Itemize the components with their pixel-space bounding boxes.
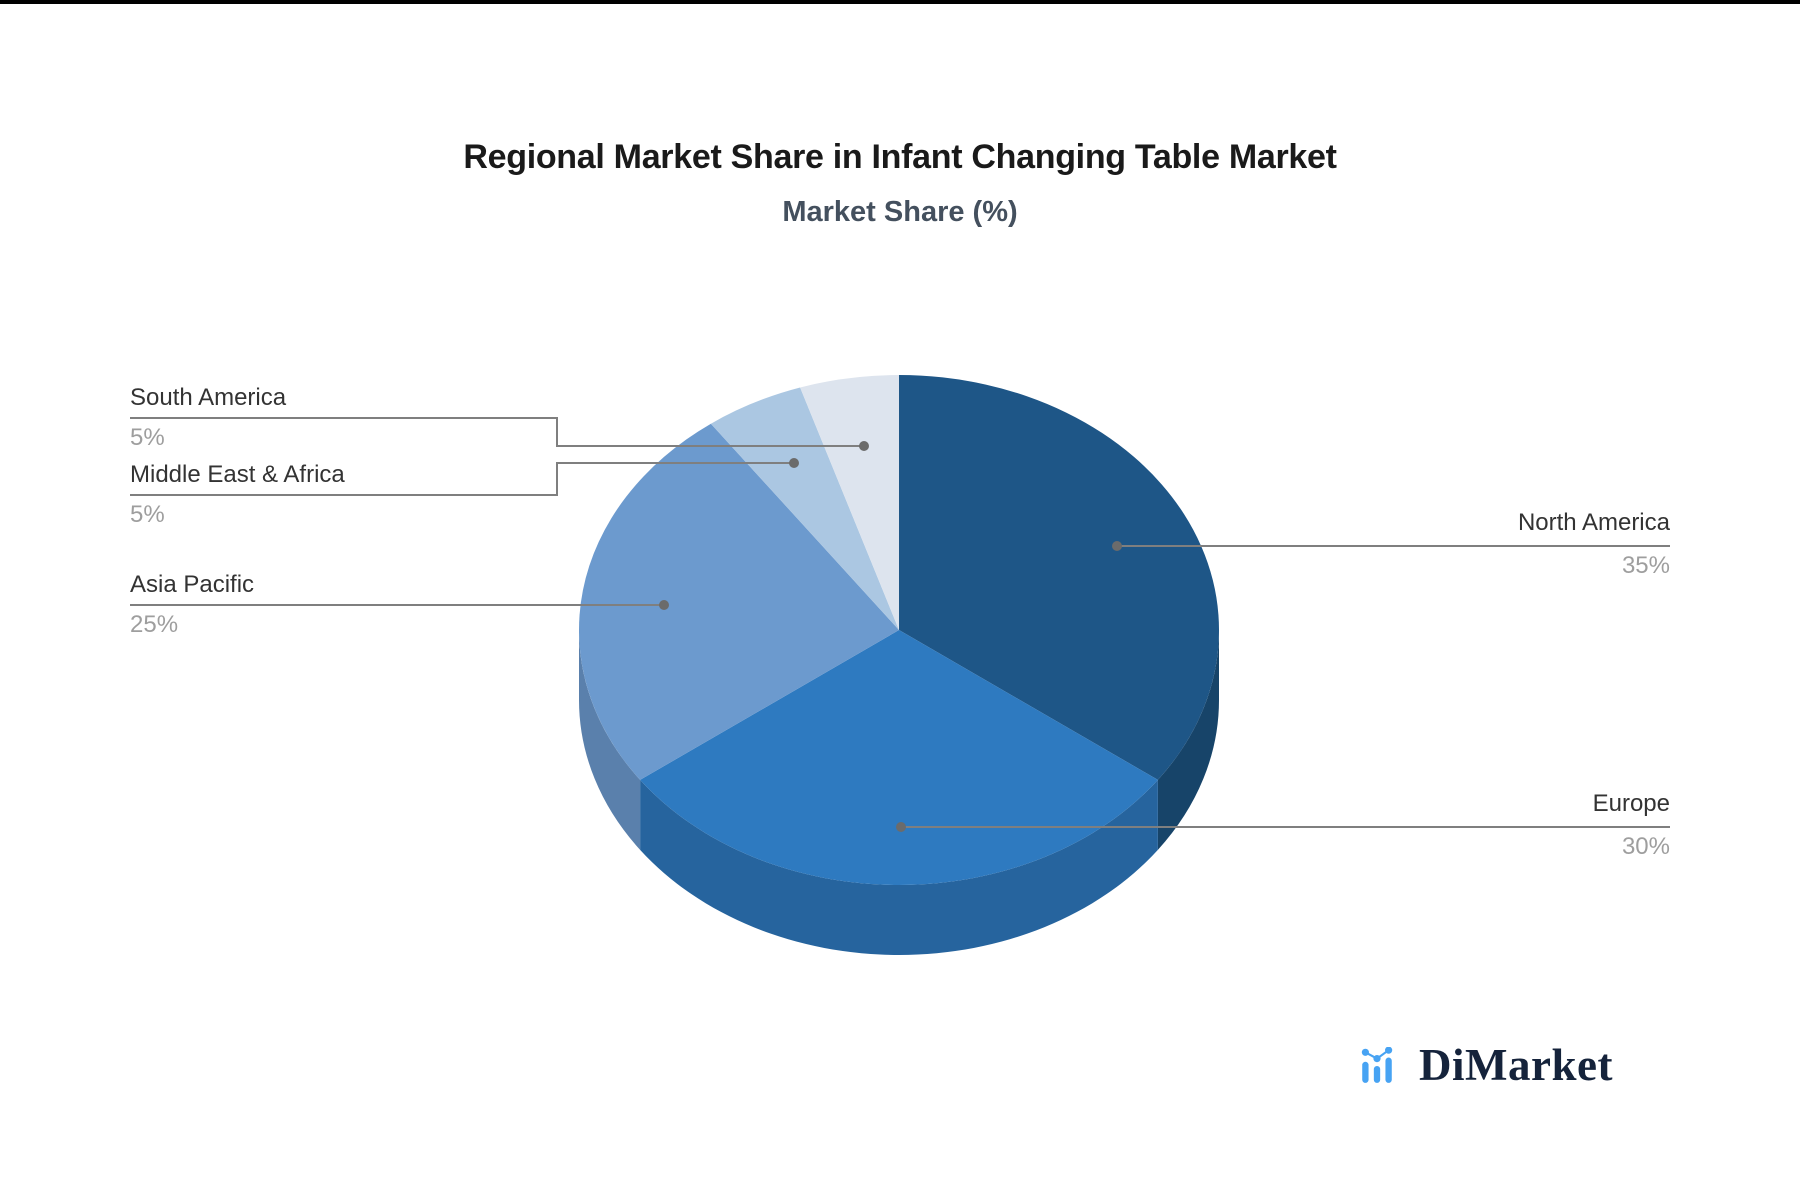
callout-dot-south-america [859, 441, 869, 451]
chart-subtitle: Market Share (%) [782, 196, 1018, 228]
pie-side-europe [640, 779, 1158, 956]
slice-label-europe: Europe [1592, 790, 1670, 817]
brand-logo-text: DiMarket [1419, 1040, 1613, 1090]
slice-label-middle-east-africa: Middle East & Africa [130, 461, 345, 488]
callout-dot-middle-east-africa [789, 458, 799, 468]
top-border [0, 0, 1800, 4]
slice-value-north-america: 35% [1621, 552, 1670, 579]
callout-dot-north-america [1112, 541, 1122, 551]
slice-value-south-america: 5% [130, 424, 165, 451]
slice-label-south-america: South America [130, 384, 287, 411]
pie-side-asia-pacific [579, 630, 641, 850]
slice-label-north-america: North America [1517, 509, 1670, 536]
pie-side-north-america [1157, 630, 1219, 850]
callout-dot-asia-pacific [659, 600, 669, 610]
pie-slice-north-america[interactable] [899, 375, 1219, 780]
callout-dot-europe [896, 822, 906, 832]
callout-line-middle-east-africa [130, 462, 794, 496]
slice-value-asia-pacific: 25% [130, 611, 179, 638]
slice-value-europe: 30% [1621, 833, 1670, 860]
callout-line-south-america [130, 417, 864, 447]
chart-title: Regional Market Share in Infant Changing… [463, 138, 1337, 176]
pie-slice-south-america[interactable] [800, 375, 899, 630]
pie-slice-middle-east-africa[interactable] [710, 387, 899, 630]
pie-slice-europe[interactable] [640, 630, 1158, 885]
pie-slice-asia-pacific[interactable] [578, 423, 899, 780]
slice-label-asia-pacific: Asia Pacific [130, 571, 255, 598]
bar-line-chart-icon [1361, 1047, 1393, 1083]
slice-value-middle-east-africa: 5% [130, 501, 165, 528]
